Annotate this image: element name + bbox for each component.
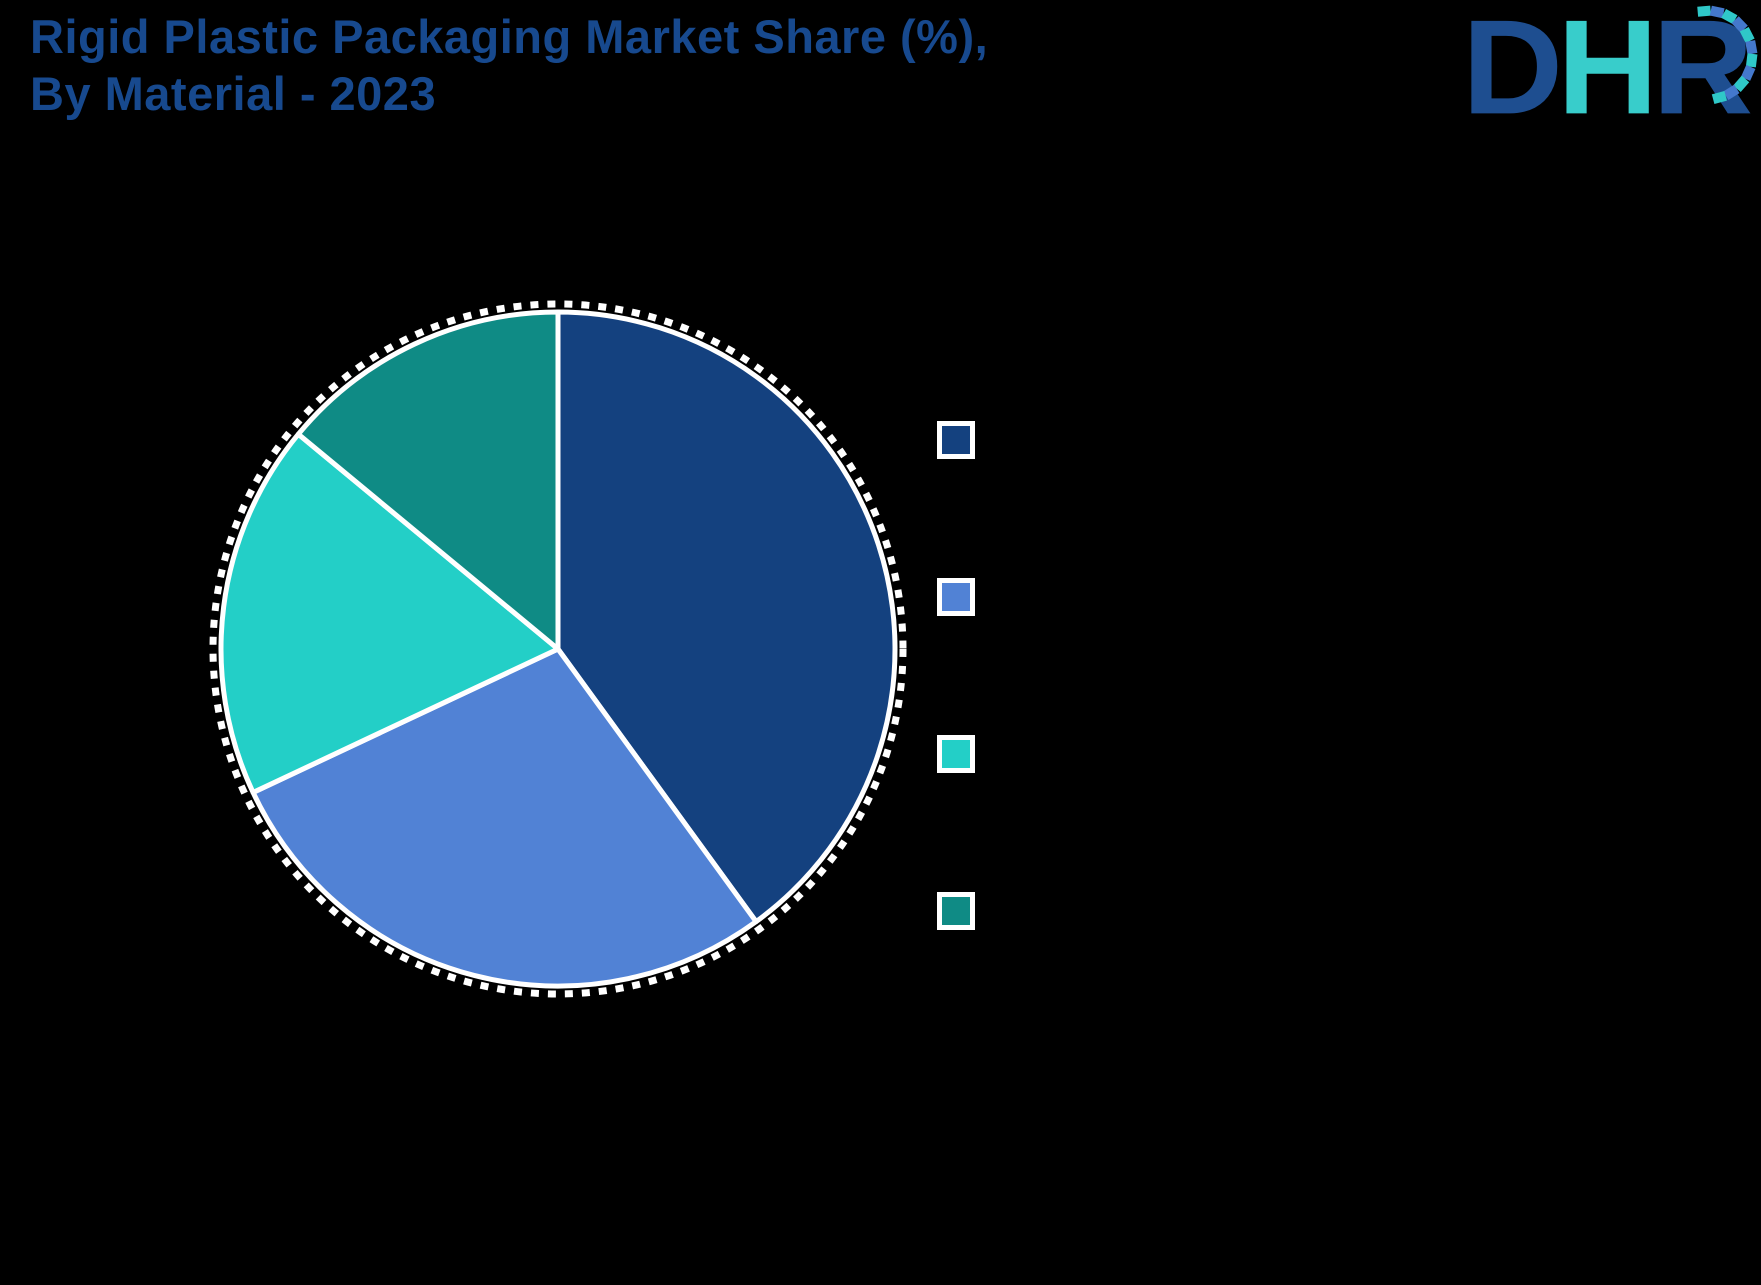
pie-slice-3 [218, 431, 561, 795]
pie-chart [209, 300, 907, 998]
pie-slice-4 [295, 309, 561, 652]
legend-swatch [937, 578, 975, 616]
chart-title-line1: Rigid Plastic Packaging Market Share (%)… [30, 10, 989, 63]
logo-letter: D [1462, 0, 1563, 143]
starburst-dot [1731, 16, 1748, 33]
pie-dashed-ring [209, 300, 907, 998]
starburst-dot [1711, 90, 1727, 105]
legend-swatch [937, 735, 975, 773]
legend-item [937, 578, 991, 616]
starburst-dot [1733, 75, 1750, 93]
pie-slice-2 [250, 646, 759, 989]
legend-item [937, 421, 991, 459]
starburst-dot [1740, 64, 1756, 81]
starburst-dot [1739, 26, 1755, 44]
logo-letter: H [1557, 0, 1658, 143]
dhr-logo-letters: DHR [1462, 0, 1753, 134]
starburst-dot [1745, 40, 1758, 55]
starburst-dot [1745, 53, 1758, 68]
pie-chart-area [198, 289, 918, 1014]
legend-item [937, 735, 991, 773]
chart-title: Rigid Plastic Packaging Market Share (%)… [30, 8, 988, 122]
chart-legend [937, 421, 991, 1049]
logo-starburst-icon [1697, 5, 1758, 105]
legend-swatch [937, 892, 975, 930]
legend-item [937, 892, 991, 930]
pie-slice-1 [555, 309, 898, 925]
dhr-logo: DHR [1462, 0, 1753, 147]
legend-swatch [937, 421, 975, 459]
starburst-dot [1721, 8, 1738, 25]
starburst-dot [1723, 84, 1740, 100]
starburst-dot [1709, 5, 1725, 19]
starburst-dot [1697, 5, 1712, 17]
chart-title-line2: By Material - 2023 [30, 67, 437, 120]
